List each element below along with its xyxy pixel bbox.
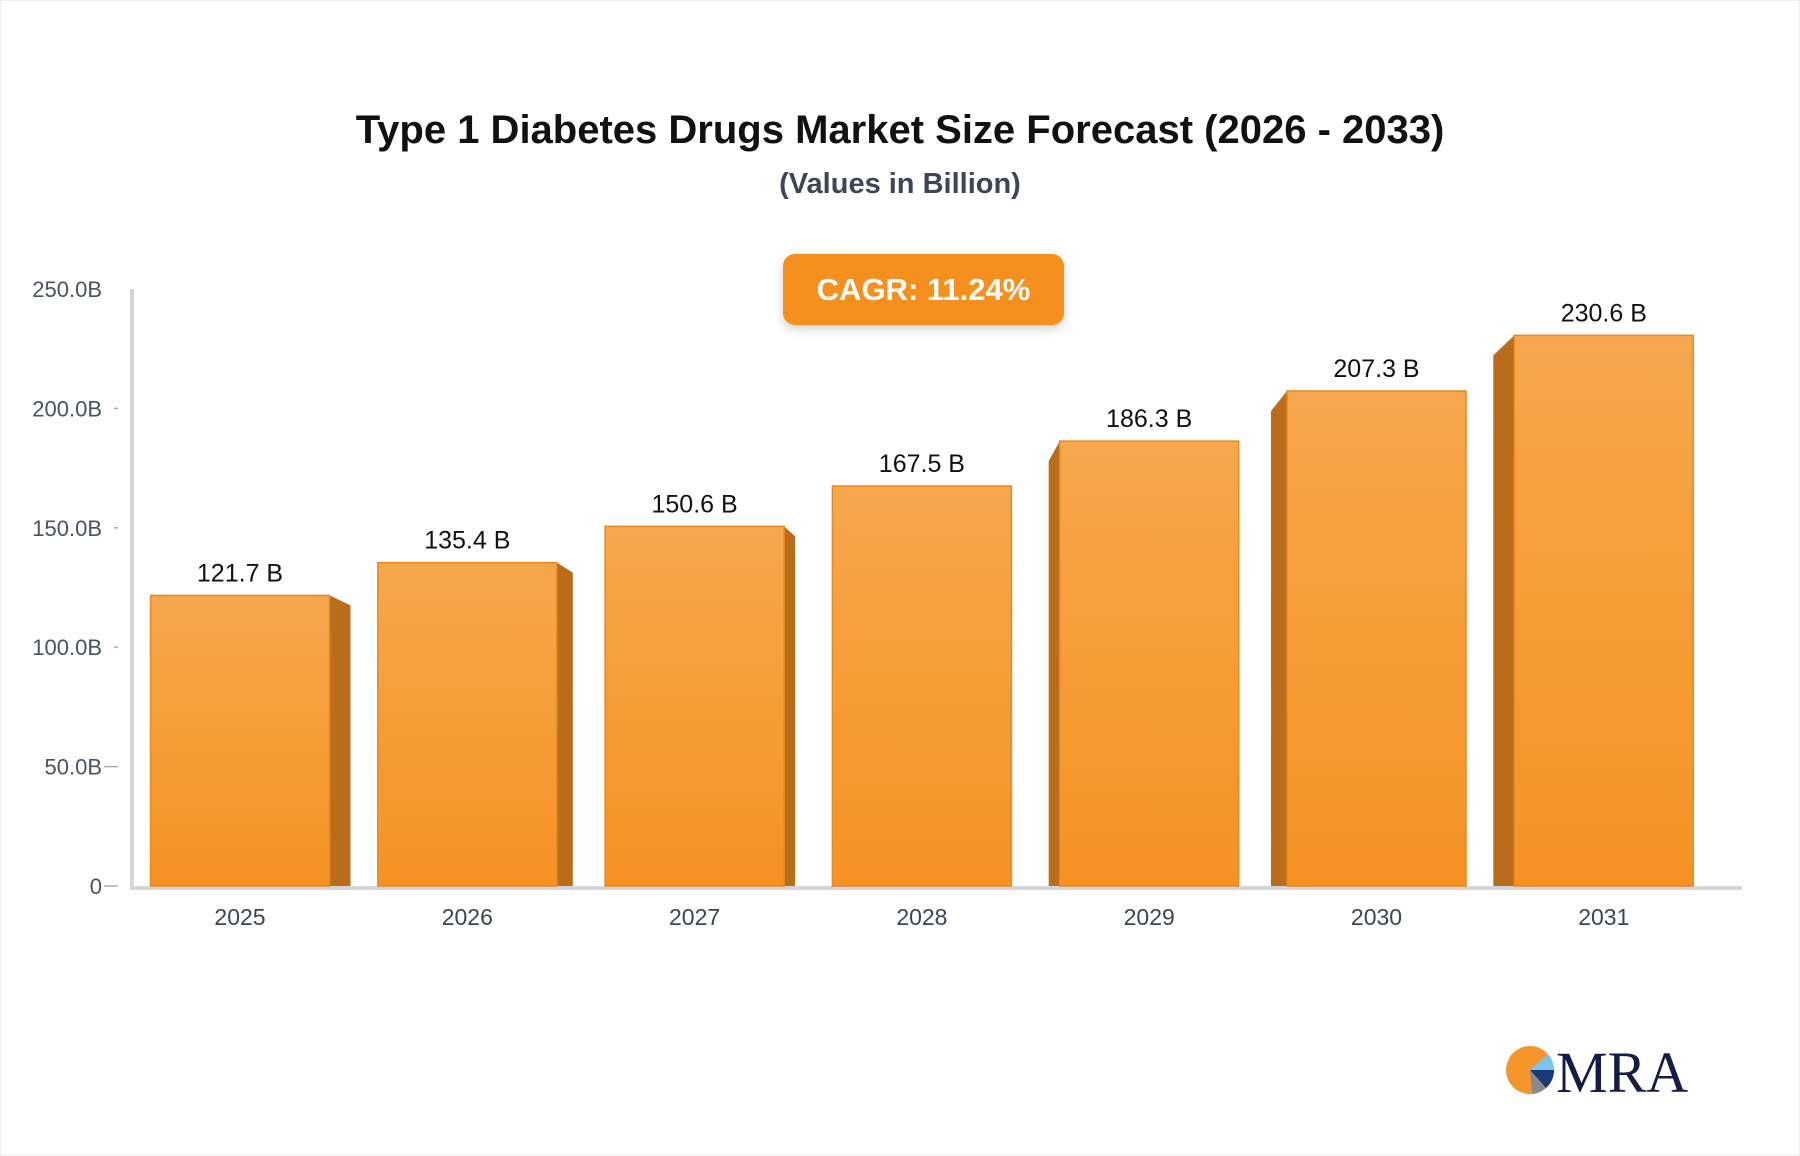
data-label: 207.3 B: [1333, 355, 1419, 383]
y-tick-label: 150.0B: [32, 516, 102, 541]
y-tick-label: 50.0B: [45, 755, 103, 780]
bar-2025: [149, 594, 331, 887]
bar-2028: [831, 485, 1013, 887]
y-tick-label: 100.0B: [32, 635, 102, 660]
bar-side: [329, 595, 351, 886]
bar-2029: [1058, 440, 1240, 887]
x-tick-label: 2027: [669, 904, 720, 930]
data-label: 186.3 B: [1106, 405, 1192, 433]
bar-2031: [1513, 334, 1695, 887]
x-tick-label: 2029: [1124, 904, 1175, 930]
x-tick-label: 2025: [214, 904, 265, 930]
data-label: 135.4 B: [424, 527, 510, 555]
bar-2026: [377, 561, 558, 887]
data-label: 230.6 B: [1561, 299, 1647, 327]
data-label: 121.7 B: [197, 559, 283, 587]
bar-side: [1048, 441, 1060, 886]
bar-side: [556, 562, 573, 886]
y-tick-label: 0: [90, 874, 102, 899]
bar-side: [784, 526, 796, 886]
x-tick-label: 2030: [1351, 904, 1402, 930]
x-tick-label: 2031: [1578, 904, 1629, 930]
svg-text:MRA: MRA: [1556, 1040, 1688, 1100]
y-tick-label: 200.0B: [32, 396, 102, 421]
x-tick-label: 2026: [442, 904, 493, 930]
chart-title: Type 1 Diabetes Drugs Market Size Foreca…: [355, 108, 1445, 152]
mra-logo: MRA: [1504, 1040, 1704, 1100]
bar-side: [1493, 335, 1515, 886]
data-label: 150.6 B: [652, 490, 738, 518]
bar-2027: [604, 525, 785, 887]
data-label: 167.5 B: [879, 450, 965, 478]
chart-subtitle: (Values in Billion): [779, 168, 1021, 200]
bar-2030: [1286, 390, 1467, 887]
x-tick-label: 2028: [896, 904, 947, 930]
cagr-badge: CAGR: 11.24%: [783, 254, 1064, 325]
y-tick-label: 250.0B: [32, 277, 102, 302]
bar-side: [1271, 390, 1287, 886]
